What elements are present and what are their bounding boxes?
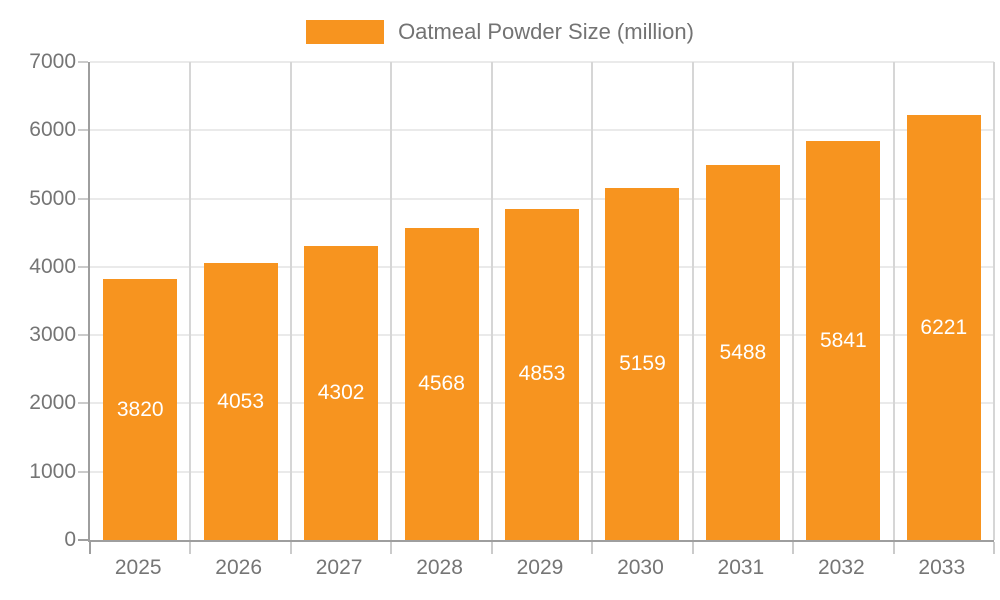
bar-2032: 5841 [806,141,881,540]
legend-label: Oatmeal Powder Size (million) [398,19,694,44]
y-axis-tick [78,402,88,405]
bar-value-label: 6221 [920,315,968,339]
x-axis-label: 2026 [215,556,263,579]
v-gridline [892,62,895,540]
x-axis-tick [189,542,192,554]
y-axis-tick [78,539,88,541]
x-axis-label: 2031 [717,556,765,579]
x-axis-label: 2028 [416,556,463,579]
bar-value-label: 4302 [317,381,365,405]
h-gridline [90,197,994,200]
y-axis-tick [78,61,88,63]
chart-legend[interactable]: Oatmeal Powder Size (million) [0,19,1000,45]
bar-value-label: 5841 [819,328,867,352]
bar-value-label: 4568 [418,372,465,396]
y-axis-label: 1000 [29,459,76,483]
y-axis-label: 5000 [29,186,76,210]
legend-swatch [306,20,385,44]
x-axis-tick [591,542,594,554]
y-axis-tick [78,470,88,473]
bar-2027: 4302 [304,246,379,540]
x-axis-tick [490,542,493,554]
y-axis-label: 2000 [29,391,76,415]
x-axis-label: 2030 [617,556,664,579]
x-axis-tick [289,542,292,554]
y-axis-tick [78,129,88,132]
y-axis-tick [78,334,88,337]
v-gridline [993,62,995,540]
x-axis-label: 2032 [817,556,865,579]
bar-value-label: 4853 [518,362,566,386]
x-axis-tick [390,542,393,554]
h-gridline [90,129,994,132]
plot-area: 3820 4053 4302 4568 4853 5159 5488 5841 6221 [78,61,995,554]
x-axis-tick [691,542,694,554]
bar-2030: 5159 [605,187,680,540]
v-gridline [490,62,493,540]
bar-2031: 5488 [705,165,780,540]
x-axis-label: 2025 [114,556,162,579]
bar-value-label: 5488 [719,340,767,364]
x-axis-label: 2033 [918,556,966,579]
y-axis-label: 6000 [29,118,76,142]
v-gridline [691,62,694,540]
v-gridline [591,62,594,540]
v-gridline [289,62,292,540]
bar-value-label: 3820 [116,397,164,421]
bar-2025: 3820 [103,279,178,540]
x-axis-tick [89,542,91,554]
x-axis-label: 2029 [516,556,564,579]
y-axis-label: 3000 [29,323,76,347]
v-gridline [792,62,795,540]
y-axis-label: 0 [64,528,76,551]
bar-value-label: 5159 [619,351,666,375]
h-gridline [90,61,994,63]
y-axis-label: 4000 [29,254,76,278]
x-axis-label: 2027 [315,556,363,579]
bar-2028: 4568 [404,228,479,540]
v-gridline [189,62,192,540]
x-axis-tick [792,542,795,554]
bar-2026: 4053 [203,263,278,540]
x-axis-tick [892,542,895,554]
bar-value-label: 4053 [217,389,265,413]
v-gridline [390,62,393,540]
bar-2029: 4853 [505,208,579,540]
x-axis-tick [993,542,995,554]
y-axis-label: 7000 [29,50,76,73]
bar-2033: 6221 [906,115,981,540]
y-axis-tick [78,265,88,268]
y-axis-tick [78,197,88,200]
